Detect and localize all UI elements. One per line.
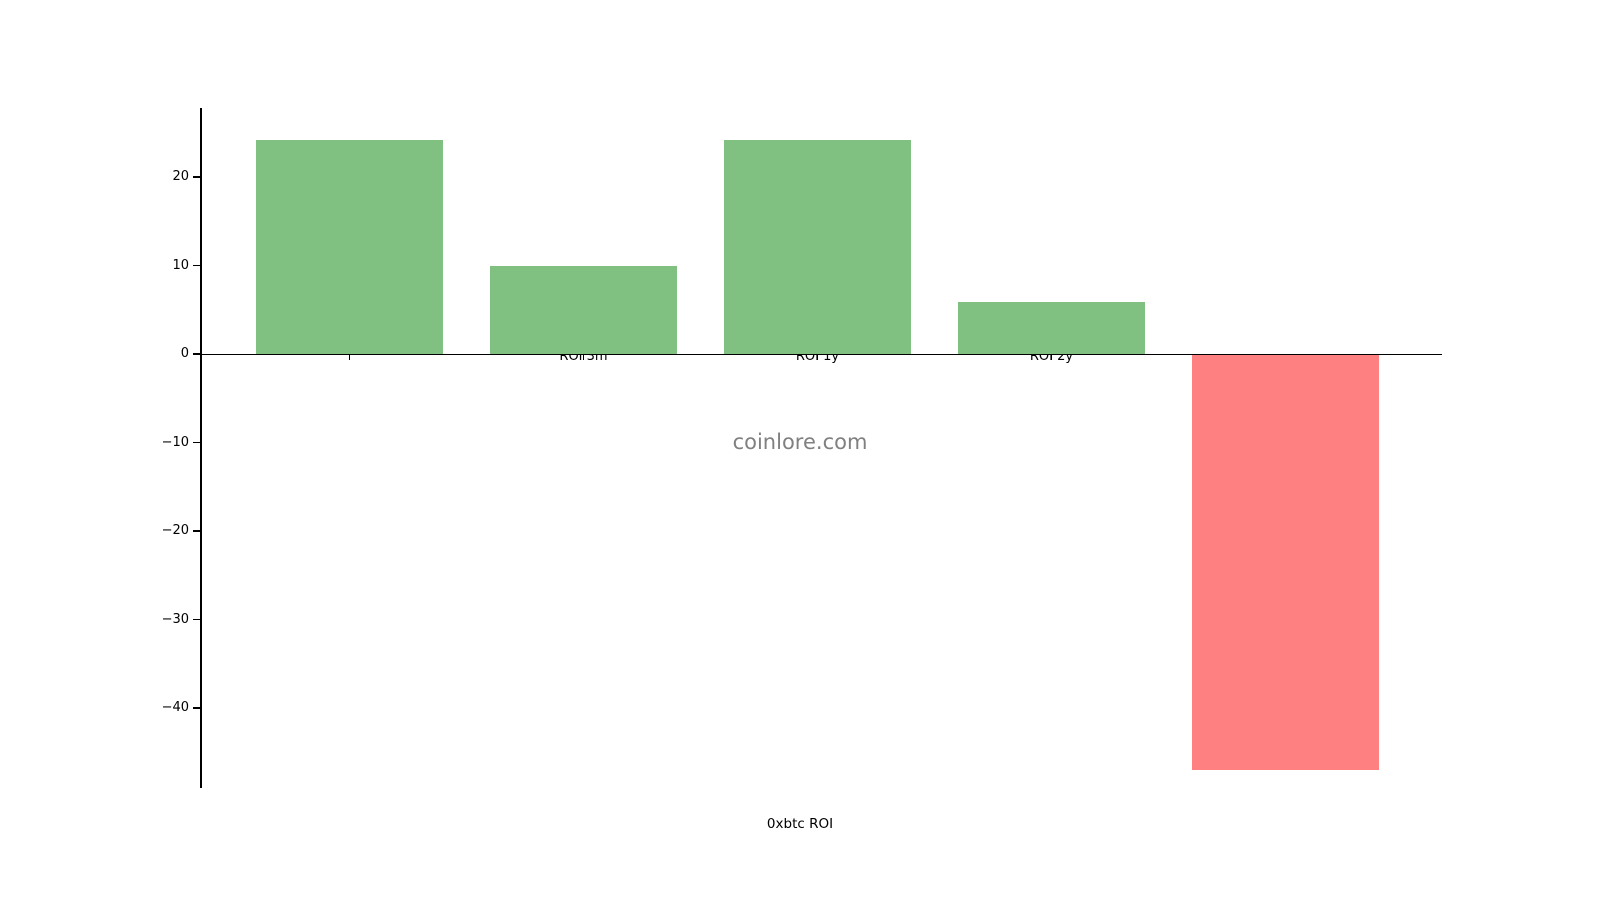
- bar-series-4: [1192, 355, 1379, 771]
- y-tick-label: −20: [161, 523, 189, 538]
- x-tick-mark: [348, 355, 351, 360]
- y-tick-mark: [193, 618, 200, 621]
- x-tick-mark: [816, 355, 819, 360]
- y-tick-mark: [193, 264, 200, 267]
- watermark: coinlore.com: [732, 430, 868, 454]
- bar-roi-2y: [958, 301, 1145, 354]
- y-tick-label: −40: [161, 700, 189, 715]
- y-tick-label: 0: [180, 346, 189, 361]
- x-tick-mark: [582, 355, 585, 360]
- y-tick-mark: [193, 530, 200, 532]
- y-tick-mark: [193, 353, 200, 355]
- y-tick-label: 20: [172, 169, 189, 184]
- y-tick-label: 10: [172, 257, 189, 273]
- bar-roi-3m: [490, 265, 677, 354]
- y-tick-label: −30: [161, 611, 189, 627]
- x-axis-line: [200, 353, 1442, 355]
- y-tick-mark: [193, 441, 200, 444]
- x-tick-mark: [1050, 355, 1053, 360]
- y-axis-line: [200, 108, 202, 788]
- y-tick-mark: [193, 707, 200, 709]
- y-tick-mark: [193, 176, 200, 178]
- bar-series-0: [256, 139, 443, 354]
- bar-roi-1y: [724, 139, 911, 354]
- chart-title: 0xbtc ROI: [766, 816, 834, 832]
- y-tick-label: −10: [161, 434, 189, 450]
